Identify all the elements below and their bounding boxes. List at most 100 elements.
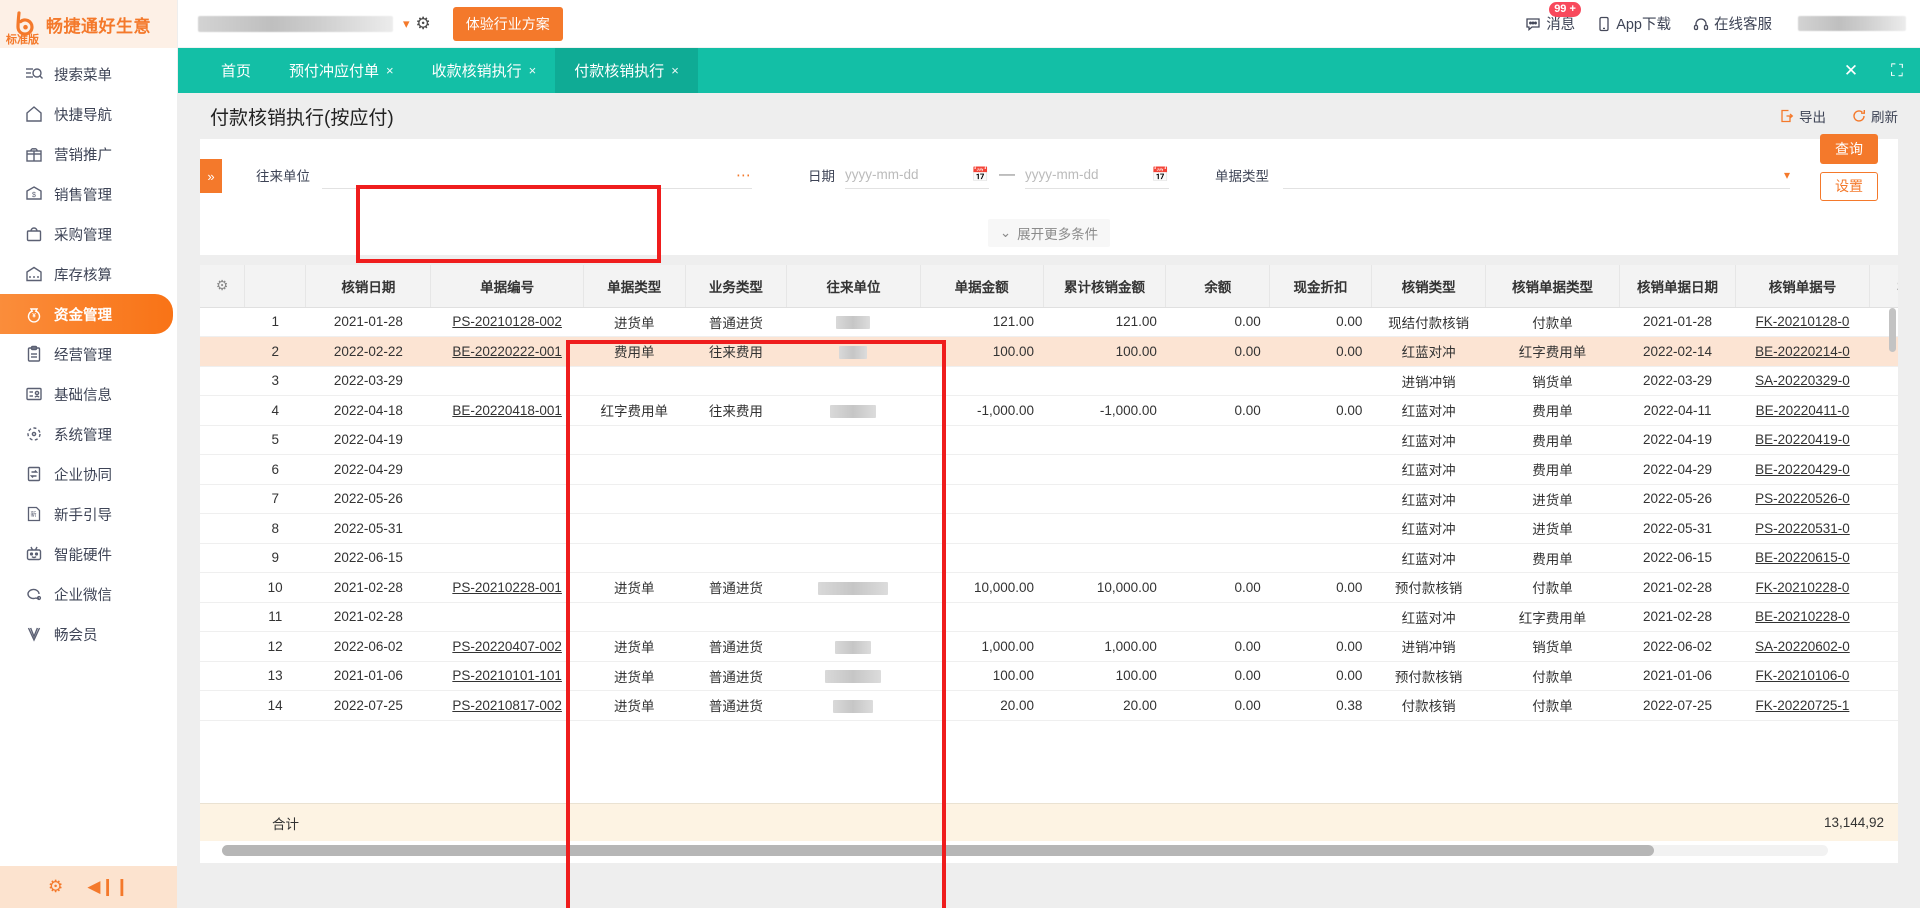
sidebar-item-quick-nav[interactable]: 快捷导航 [0,94,177,134]
fullscreen-icon[interactable]: ⛶ [1891,60,1903,80]
cell-doc-no[interactable] [430,454,584,485]
query-button[interactable]: 查询 [1820,133,1878,164]
date-from-input[interactable]: yyyy-mm-dd 📅 [845,161,989,189]
sidebar-item-collaboration[interactable]: 企业协同 [0,454,177,494]
cell-doc-no[interactable]: PS-20220407-002 [430,631,584,662]
cell-doc-no[interactable] [430,425,584,455]
col-writeoff-doc-type[interactable]: 核销单据类型 [1485,265,1620,308]
table-row[interactable]: 13 2021-01-06 PS-20210101-101 进货单 普通进货 100.00… [200,661,1898,691]
writeoff-doc-no-link[interactable]: FK-20210228-0 [1755,579,1850,595]
table-row[interactable]: 11 2021-02-28 红蓝对冲 红字费用单 2021-02-28 BE-202102… [200,602,1898,632]
cell-writeoff-doc-no[interactable]: SA-20220602-0 [1735,631,1870,662]
doc-no-link[interactable]: PS-20210101-101 [452,668,562,684]
cell-writeoff-doc-no[interactable]: BE-20210228-0 [1735,602,1870,632]
horizontal-scrollbar-track[interactable] [222,845,1828,856]
cell-doc-no[interactable] [430,366,584,396]
sidebar-item-wechat-work[interactable]: 企业微信 [0,574,177,614]
cell-writeoff-doc-no[interactable]: BE-20220429-0 [1735,454,1870,485]
gear-icon[interactable]: ⚙ [48,877,64,896]
cell-doc-no[interactable]: BE-20220222-001 [430,336,584,367]
close-icon[interactable]: × [528,63,537,78]
close-icon[interactable]: × [671,63,679,78]
col-biz-type[interactable]: 业务类型 [685,265,788,308]
vertical-scrollbar[interactable] [1889,308,1896,352]
cell-writeoff-doc-no[interactable]: FK-20210228-0 [1735,572,1870,603]
cell-writeoff-doc-no[interactable]: FK-20210128-0 [1735,307,1870,337]
col-balance[interactable]: 余额 [1165,265,1271,308]
filter-collapse-toggle[interactable]: » [200,159,222,193]
col-partner[interactable]: 往来单位 [786,265,921,308]
writeoff-doc-no-link[interactable]: PS-20220531-0 [1755,520,1850,536]
writeoff-doc-no-link[interactable]: BE-20220429-0 [1755,461,1850,477]
sidebar-item-sales[interactable]: $ 销售管理 [0,174,177,214]
sidebar-item-marketing[interactable]: 营销推广 [0,134,177,174]
writeoff-doc-no-link[interactable]: BE-20220214-0 [1755,343,1850,359]
collapse-icon[interactable]: ◀❙❙ [87,877,129,896]
writeoff-doc-no-link[interactable]: FK-20210106-0 [1755,668,1850,684]
user-account-name[interactable] [1798,16,1906,31]
cell-doc-no[interactable]: PS-20210101-101 [430,661,584,691]
table-row[interactable]: 2 2022-02-22 BE-20220222-001 费用单 往来费用 100.00 1… [200,336,1898,367]
column-settings-icon[interactable]: ⚙ [215,277,229,294]
table-row[interactable]: 7 2022-05-26 红蓝对冲 进货单 2022-05-26 PS-20220526-… [200,484,1898,514]
cell-writeoff-doc-no[interactable]: FK-20210106-0 [1735,661,1870,691]
tab-receipt-writeoff[interactable]: 收款核销执行 × [413,48,556,93]
writeoff-doc-no-link[interactable]: BE-20220615-0 [1755,550,1850,566]
close-icon[interactable]: × [386,63,394,78]
experience-solution-button[interactable]: 体验行业方案 [452,6,563,41]
partner-more-icon[interactable]: ⋯ [736,166,752,184]
writeoff-doc-no-link[interactable]: BE-20210228-0 [1755,609,1850,625]
cell-writeoff-doc-no[interactable]: BE-20220419-0 [1735,425,1870,455]
table-row[interactable]: 14 2022-07-25 PS-20210817-002 进货单 普通进货 20.00 2… [200,690,1898,721]
cell-doc-no[interactable] [430,513,584,544]
col-writeoff-doc-no[interactable]: 核销单据号 [1735,265,1870,308]
tab-home[interactable]: 首页 [202,48,270,93]
doc-no-link[interactable]: PS-20210228-001 [452,579,562,595]
table-row[interactable]: 8 2022-05-31 红蓝对冲 进货单 2022-05-31 PS-20220531-… [200,513,1898,544]
cell-doc-no[interactable] [430,602,584,632]
writeoff-doc-no-link[interactable]: PS-20220526-0 [1755,491,1850,507]
col-doc-no[interactable]: 单据编号 [430,265,584,308]
messages-button[interactable]: 消息 99 + [1525,2,1581,34]
horizontal-scrollbar-thumb[interactable] [222,845,1654,856]
cell-doc-no[interactable]: PS-20210228-001 [430,572,584,603]
sidebar-item-new-guide[interactable]: 新 新手引导 [0,494,177,534]
cell-writeoff-doc-no[interactable]: BE-20220615-0 [1735,543,1870,573]
partner-input[interactable]: ⋯ [322,161,752,189]
doc-no-link[interactable]: PS-20220407-002 [452,638,562,654]
cell-writeoff-doc-no[interactable]: PS-20220531-0 [1735,513,1870,544]
writeoff-doc-no-link[interactable]: SA-20220602-0 [1755,638,1850,654]
col-doc-amount[interactable]: 单据金额 [920,265,1044,308]
org-selector[interactable]: ▾ [198,15,410,32]
chevron-down-icon[interactable]: ▾ [403,15,410,31]
setting-button[interactable]: 设置 [1820,171,1878,201]
sidebar-item-fund-management[interactable]: ¥ 资金管理 [0,294,173,334]
table-row[interactable]: 1 2021-01-28 PS-20210128-002 进货单 普通进货 121.00 1… [200,307,1898,337]
col-writeoff-date[interactable]: 核销日期 [305,265,432,308]
col-writeoff-amount[interactable]: 核销金额 [1869,265,1898,308]
cell-writeoff-doc-no[interactable]: BE-20220411-0 [1735,395,1870,426]
table-row[interactable]: 3 2022-03-29 进销冲销 销货单 2022-03-29 SA-20220329-… [200,366,1898,396]
col-cumulative-writeoff[interactable]: 累计核销金额 [1043,265,1167,308]
writeoff-doc-no-link[interactable]: FK-20220725-1 [1755,697,1850,713]
doc-no-link[interactable]: PS-20210817-002 [452,697,562,713]
export-button[interactable]: 导出 [1780,106,1826,126]
tab-payment-writeoff[interactable]: 付款核销执行 × [555,48,698,93]
doc-no-link[interactable]: BE-20220418-001 [452,402,562,418]
cell-doc-no[interactable]: BE-20220418-001 [430,395,584,426]
cell-writeoff-doc-no[interactable]: FK-20220725-1 [1735,690,1870,721]
close-all-tabs-icon[interactable]: ✕ [1843,60,1859,80]
calendar-icon[interactable]: 📅 [1151,166,1169,182]
table-scroll-region[interactable]: ⚙ 核销日期 单据编号 单据类型 业务类型 往来单位 单据金额 累计核销金额 余… [200,265,1898,803]
doc-no-link[interactable]: BE-20220222-001 [452,343,562,359]
cell-doc-no[interactable]: PS-20210817-002 [430,690,584,721]
date-to-input[interactable]: yyyy-mm-dd 📅 [1025,161,1169,189]
col-doc-type[interactable]: 单据类型 [583,265,686,308]
cell-doc-no[interactable]: PS-20210128-002 [430,307,584,337]
table-row[interactable]: 5 2022-04-19 红蓝对冲 费用单 2022-04-19 BE-20220419-… [200,425,1898,455]
chevron-down-icon[interactable]: ▾ [1783,167,1790,182]
online-service-button[interactable]: 在线客服 [1693,13,1772,34]
sidebar-item-vip[interactable]: 畅会员 [0,614,177,654]
table-row[interactable]: 4 2022-04-18 BE-20220418-001 红字费用单 往来费用 -1,00… [200,395,1898,426]
table-row[interactable]: 10 2021-02-28 PS-20210228-001 进货单 普通进货 10,000… [200,572,1898,603]
